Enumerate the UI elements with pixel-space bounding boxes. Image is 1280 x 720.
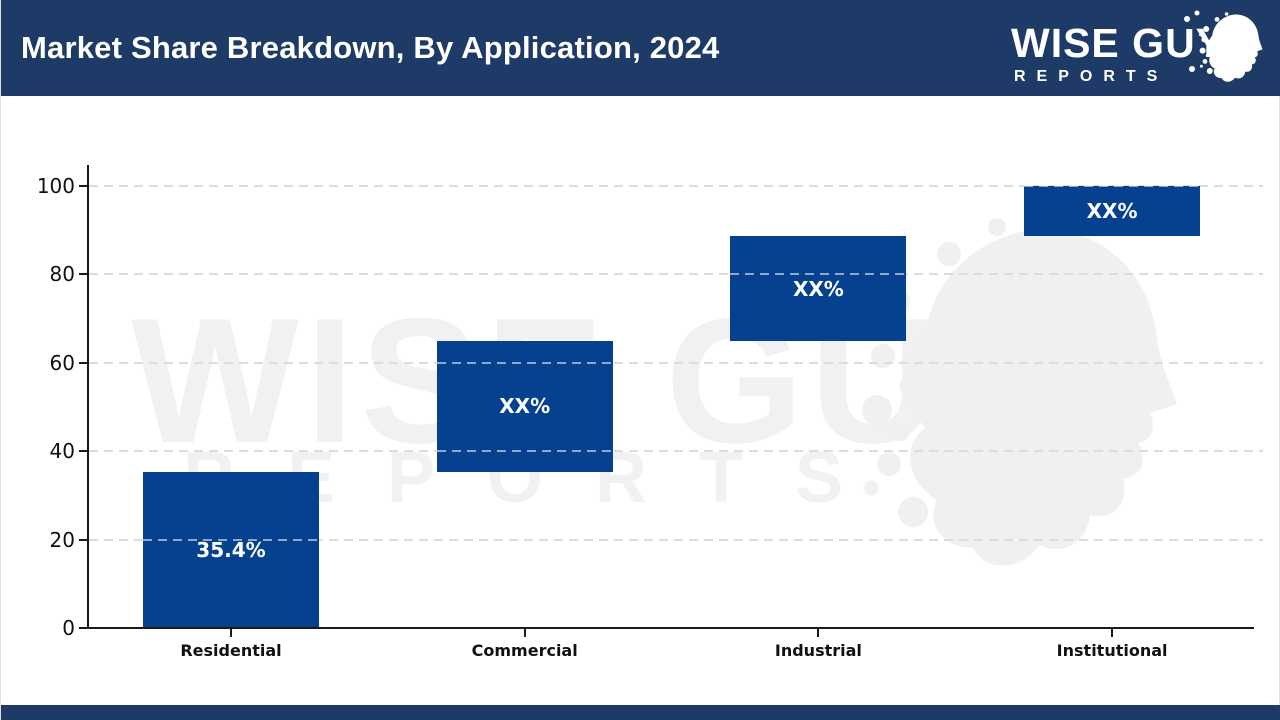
gridline-overlay bbox=[730, 273, 907, 276]
gridline-y60 bbox=[89, 361, 1263, 364]
x-tick-mark bbox=[817, 628, 820, 637]
bar-residential: 35.4% bbox=[143, 471, 319, 628]
gridline-overlay bbox=[143, 538, 319, 541]
bar-value-label: XX% bbox=[499, 394, 551, 419]
y-tick-label: 0 bbox=[62, 616, 75, 640]
y-tick-mark bbox=[79, 450, 88, 453]
gridline-y100 bbox=[89, 185, 1263, 187]
x-category-label: Institutional bbox=[1056, 641, 1168, 660]
bar-value-label: XX% bbox=[792, 276, 844, 301]
x-category-label: Industrial bbox=[774, 641, 862, 660]
y-tick-label: 40 bbox=[49, 439, 75, 464]
x-tick-mark bbox=[230, 628, 232, 637]
logo-subtext: REPORTS bbox=[1014, 68, 1168, 85]
y-axis-line bbox=[87, 165, 89, 629]
x-category-label: Residential bbox=[180, 641, 282, 660]
x-tick-mark bbox=[1111, 628, 1114, 637]
bar-industrial: XX% bbox=[730, 236, 907, 342]
x-axis-line bbox=[87, 627, 1254, 629]
y-tick-mark bbox=[79, 273, 88, 276]
y-tick-label: 80 bbox=[49, 262, 75, 287]
bar-value-label: XX% bbox=[1086, 199, 1138, 224]
chart-title: Market Share Breakdown, By Application, … bbox=[21, 30, 720, 65]
gridline-y40 bbox=[89, 450, 1263, 453]
x-tick-mark bbox=[523, 628, 526, 637]
y-tick-mark bbox=[79, 185, 88, 187]
wise-guy-reports-logo: WISE GUY REPORTS bbox=[1011, 7, 1263, 89]
bar-value-label: 35.4% bbox=[196, 537, 266, 562]
header-bar: Market Share Breakdown, By Application, … bbox=[1, 0, 1280, 96]
gridline-y80 bbox=[89, 273, 1263, 276]
watermark-face-profile bbox=[859, 218, 1177, 566]
gridline-overlay bbox=[436, 361, 613, 364]
x-category-label: Commercial bbox=[471, 641, 578, 660]
gridline-overlay bbox=[1024, 185, 1201, 187]
gridline-y20 bbox=[89, 538, 1263, 541]
footer-bar bbox=[1, 705, 1280, 720]
y-tick-label: 60 bbox=[49, 350, 75, 375]
logo-graphic: WISE GUY REPORTS bbox=[1011, 10, 1263, 85]
y-tick-mark bbox=[79, 361, 88, 364]
logo-wordmark: WISE GUY bbox=[1011, 20, 1224, 66]
gridline-overlay bbox=[436, 450, 613, 453]
y-tick-mark bbox=[79, 538, 88, 541]
y-tick-label: 20 bbox=[49, 527, 75, 552]
y-tick-mark bbox=[79, 627, 88, 629]
bar-institutional: XX% bbox=[1024, 186, 1201, 237]
y-tick-label: 100 bbox=[36, 174, 75, 198]
